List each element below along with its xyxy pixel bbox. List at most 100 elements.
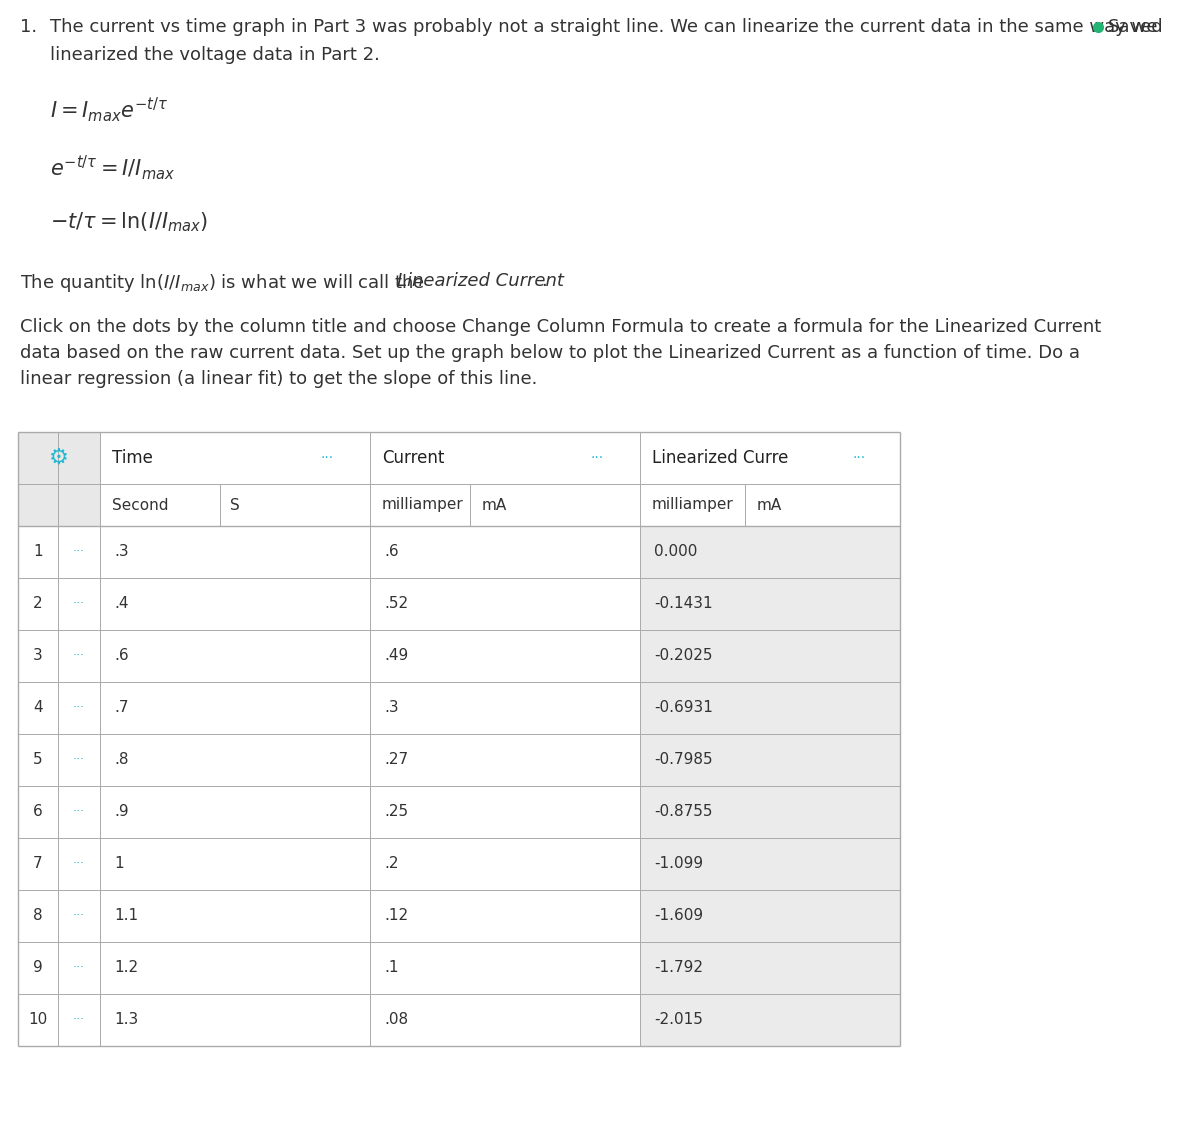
Text: ···: ··· (73, 702, 85, 714)
Text: The quantity $\ln(I/I_{max})$ is what we will call the: The quantity $\ln(I/I_{max})$ is what we… (20, 272, 426, 294)
Text: .8: .8 (114, 752, 129, 767)
Text: .2: .2 (384, 856, 399, 871)
Text: 1: 1 (33, 544, 42, 560)
Text: 3: 3 (33, 648, 42, 663)
Text: .4: .4 (114, 597, 129, 612)
Bar (371, 526, 640, 578)
Text: 9: 9 (33, 960, 42, 975)
Text: $-t/\tau = \ln(I/I_{max})$: $-t/\tau = \ln(I/I_{max})$ (50, 210, 208, 233)
Text: milliamper: milliamper (382, 497, 464, 512)
Text: 10: 10 (28, 1013, 47, 1028)
Bar (100, 994, 371, 1046)
Text: ···: ··· (73, 806, 85, 818)
Bar (18, 838, 100, 890)
Text: Saved: Saved (1108, 18, 1163, 35)
Text: -1.609: -1.609 (654, 909, 703, 924)
Text: ···: ··· (73, 598, 85, 610)
Text: 5: 5 (33, 752, 42, 767)
Text: 1.2: 1.2 (114, 960, 138, 975)
Bar (18, 682, 100, 734)
Bar (371, 786, 640, 838)
Text: Time: Time (112, 449, 153, 467)
Bar (100, 838, 371, 890)
Text: linear regression (a linear fit) to get the slope of this line.: linear regression (a linear fit) to get … (20, 370, 537, 387)
Text: ···: ··· (73, 649, 85, 663)
Text: 7: 7 (33, 856, 42, 871)
Text: $e^{-t/\tau} = I/I_{max}$: $e^{-t/\tau} = I/I_{max}$ (50, 153, 175, 182)
Bar (371, 578, 640, 630)
Text: -1.099: -1.099 (654, 856, 703, 871)
Bar (640, 890, 900, 942)
Text: 2: 2 (33, 597, 42, 612)
Text: ···: ··· (852, 451, 865, 465)
Bar (371, 890, 640, 942)
Bar (371, 483, 640, 526)
Bar (100, 578, 371, 630)
Bar (640, 838, 900, 890)
Text: linearized the voltage data in Part 2.: linearized the voltage data in Part 2. (50, 46, 380, 64)
Text: .: . (540, 272, 546, 290)
Bar (18, 786, 100, 838)
Bar (18, 994, 100, 1046)
Bar (100, 890, 371, 942)
Text: 8: 8 (33, 909, 42, 924)
Text: ···: ··· (590, 451, 603, 465)
Bar (371, 682, 640, 734)
Text: The current vs time graph in Part 3 was probably not a straight line. We can lin: The current vs time graph in Part 3 was … (50, 18, 1158, 35)
Text: ···: ··· (73, 857, 85, 871)
Text: .6: .6 (384, 544, 399, 560)
Text: .1: .1 (384, 960, 399, 975)
Bar (371, 994, 640, 1046)
Text: ···: ··· (73, 545, 85, 559)
Text: Linearized Curre: Linearized Curre (653, 449, 788, 467)
Bar (100, 682, 371, 734)
Bar (640, 483, 900, 526)
Text: $I = I_{max}e^{-t/\tau}$: $I = I_{max}e^{-t/\tau}$ (50, 95, 168, 123)
Bar (640, 994, 900, 1046)
Text: Click on the dots by the column title and choose Change Column Formula to create: Click on the dots by the column title an… (20, 318, 1101, 336)
Text: 0.000: 0.000 (654, 544, 697, 560)
Text: .52: .52 (384, 597, 408, 612)
Text: -0.8755: -0.8755 (654, 805, 713, 820)
Bar (371, 942, 640, 994)
Text: mA: mA (758, 497, 782, 512)
Bar (371, 838, 640, 890)
Bar (18, 483, 900, 526)
Bar (18, 734, 100, 786)
Text: Linearized Current: Linearized Current (396, 272, 564, 290)
Bar (640, 786, 900, 838)
Text: .7: .7 (114, 701, 129, 716)
Bar (100, 432, 371, 483)
Bar (371, 630, 640, 682)
Text: S: S (230, 497, 240, 512)
Text: .25: .25 (384, 805, 408, 820)
Bar (18, 890, 100, 942)
Bar (640, 682, 900, 734)
Text: ···: ··· (73, 1014, 85, 1026)
Bar (18, 942, 100, 994)
Text: 1: 1 (114, 856, 124, 871)
Text: milliamper: milliamper (653, 497, 734, 512)
Bar (100, 483, 371, 526)
Text: .08: .08 (384, 1013, 408, 1028)
Text: Current: Current (382, 449, 445, 467)
Text: 1.3: 1.3 (114, 1013, 138, 1028)
Bar (371, 432, 640, 483)
Bar (640, 630, 900, 682)
Text: .27: .27 (384, 752, 408, 767)
Bar (100, 942, 371, 994)
Bar (18, 432, 900, 483)
Bar (18, 526, 100, 578)
Bar (100, 630, 371, 682)
Text: .49: .49 (384, 648, 408, 663)
Text: Second: Second (112, 497, 169, 512)
Text: .12: .12 (384, 909, 408, 924)
Bar (18, 630, 100, 682)
Text: -0.6931: -0.6931 (654, 701, 713, 716)
Bar (640, 942, 900, 994)
Text: .9: .9 (114, 805, 129, 820)
Text: 4: 4 (33, 701, 42, 716)
Text: ···: ··· (320, 451, 333, 465)
Text: -1.792: -1.792 (654, 960, 703, 975)
Text: data based on the raw current data. Set up the graph below to plot the Linearize: data based on the raw current data. Set … (20, 344, 1080, 362)
